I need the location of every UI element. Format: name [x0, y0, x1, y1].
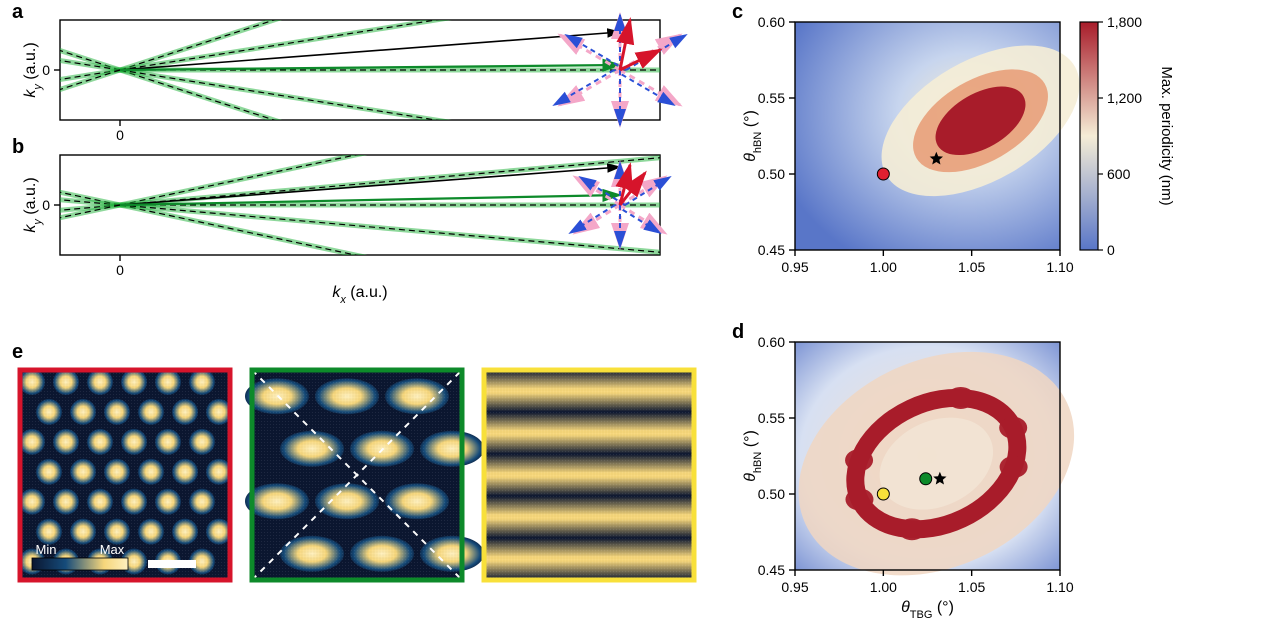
red-marker: [877, 168, 889, 180]
y-axis-label: θhBN (°): [742, 430, 764, 482]
ytick: 0.55: [758, 90, 785, 106]
ring-knot: [999, 417, 1027, 439]
panel-e: e Min Max: [12, 341, 694, 580]
max-label: Max: [100, 542, 125, 557]
ring-knot: [1000, 456, 1028, 478]
y-axis-label: ky (a.u.): [22, 177, 44, 232]
xtick: 1.05: [958, 579, 985, 595]
panel-label: d: [732, 321, 744, 343]
min-label: Min: [36, 542, 57, 557]
x-axis-label: kx (a.u.): [332, 284, 387, 306]
super-moire-vector: [620, 50, 660, 70]
xtick: 0: [116, 127, 124, 143]
panel-label: e: [12, 341, 23, 363]
colorbar: [1080, 22, 1098, 250]
ring-knot: [898, 518, 926, 540]
xtick: 0: [116, 262, 124, 278]
xtick: 1.05: [958, 259, 985, 275]
xtick: 0.95: [781, 579, 808, 595]
xtick: 1.10: [1046, 259, 1073, 275]
moire-vector-blue: [615, 205, 660, 233]
ring-knot: [947, 387, 975, 409]
panel-label: a: [12, 1, 24, 23]
ytick: 0.60: [758, 14, 785, 30]
xtick: 0.95: [781, 259, 808, 275]
moire-vector-pink: [575, 205, 620, 233]
colorbar-tick: 0: [1107, 242, 1115, 258]
yellow-marker: [877, 488, 889, 500]
heatmap-panel: c 0.95 1.00 1.05 1.10 0.45 0.50 0.55 0.60 θhBN (°…: [732, 1, 1175, 275]
moire-vector-pink: [575, 177, 620, 205]
ytick: 0.50: [758, 166, 785, 182]
xtick: 1.10: [1046, 579, 1073, 595]
green-marker: [920, 473, 932, 485]
moire-vector-blue: [570, 205, 615, 233]
ytick: 0.55: [758, 410, 785, 426]
colorbar-tick: 600: [1107, 166, 1131, 182]
y-axis-label: ky (a.u.): [22, 42, 44, 97]
xtick: 1.00: [870, 259, 897, 275]
ytick: 0.50: [758, 486, 785, 502]
panel-label: c: [732, 1, 743, 23]
x-axis-label: θTBG (°): [901, 599, 954, 621]
ytick: 0.45: [758, 242, 785, 258]
e-subpanel: [484, 370, 694, 580]
xtick: 1.00: [870, 579, 897, 595]
y-axis-label: θhBN (°): [742, 110, 764, 162]
colorbar-tick: 1,200: [1107, 90, 1142, 106]
e-subpanel: [245, 370, 484, 580]
moire-vector-pink: [560, 70, 620, 105]
ytick: 0.60: [758, 334, 785, 350]
moire-vector-blue: [554, 70, 614, 105]
colorbar-title: Max. periodicity (nm): [1158, 66, 1175, 205]
ring-knot: [845, 488, 873, 510]
wavevector-arrow: [120, 32, 620, 70]
heatmap-panel: d 0.95 1.00 1.05 1.10 0.45 0.50 0.55 0.60 θhBN (°…: [732, 309, 1111, 621]
moire-vector-pink: [620, 205, 665, 233]
minmax-bar: [32, 558, 128, 570]
ytick: 0.45: [758, 562, 785, 578]
panel-label: b: [12, 136, 24, 158]
colorbar-tick: 1,800: [1107, 14, 1142, 30]
moire-vector-pink: [620, 70, 680, 105]
ytick: 0: [42, 62, 50, 78]
moire-vector-blue: [614, 70, 674, 105]
moire-vector-blue: [580, 177, 625, 205]
scalebar: [148, 560, 196, 568]
ring-knot: [845, 449, 873, 471]
ytick: 0: [42, 197, 50, 213]
